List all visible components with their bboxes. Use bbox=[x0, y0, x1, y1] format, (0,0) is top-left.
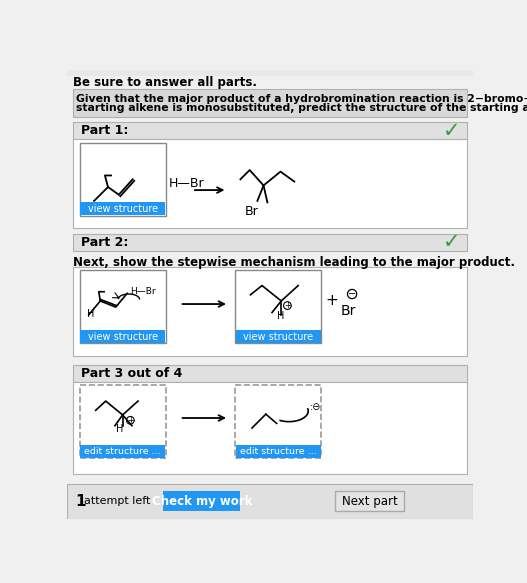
Text: Next, show the stepwise mechanism leading to the major product.: Next, show the stepwise mechanism leadin… bbox=[73, 257, 515, 269]
Text: +: + bbox=[284, 301, 291, 310]
Text: Check my work: Check my work bbox=[152, 494, 252, 508]
Text: H—Br: H—Br bbox=[169, 177, 204, 191]
Text: 1: 1 bbox=[75, 494, 85, 508]
Text: H: H bbox=[116, 424, 124, 434]
Bar bbox=[73, 139, 467, 228]
Text: Part 1:: Part 1: bbox=[81, 124, 129, 137]
Text: :⊖: :⊖ bbox=[310, 402, 321, 412]
Bar bbox=[73, 234, 467, 251]
Bar bbox=[67, 484, 473, 519]
Text: edit structure ...: edit structure ... bbox=[84, 447, 161, 456]
Text: Be sure to answer all parts.: Be sure to answer all parts. bbox=[73, 76, 257, 89]
Bar bbox=[73, 267, 467, 356]
Text: Br: Br bbox=[340, 304, 356, 318]
Text: Next part: Next part bbox=[342, 494, 398, 508]
Text: Given that the major product of a hydrobromination reaction is 2−bromo−2−methylb: Given that the major product of a hydrob… bbox=[76, 94, 527, 104]
Bar bbox=[73, 89, 467, 117]
Text: view structure: view structure bbox=[87, 332, 158, 342]
Bar bbox=[163, 491, 240, 511]
Bar bbox=[235, 270, 321, 343]
Text: Part 2:: Part 2: bbox=[81, 236, 129, 249]
Text: H—Br: H—Br bbox=[130, 287, 155, 296]
Bar bbox=[236, 330, 320, 343]
Bar bbox=[235, 385, 321, 458]
Bar bbox=[80, 385, 166, 458]
Bar bbox=[236, 445, 320, 458]
Bar bbox=[80, 445, 165, 458]
Text: +: + bbox=[326, 293, 338, 308]
Bar bbox=[73, 382, 467, 474]
Bar bbox=[80, 143, 166, 216]
Text: +: + bbox=[127, 416, 134, 425]
Text: view structure: view structure bbox=[243, 332, 313, 342]
Text: attempt left: attempt left bbox=[84, 496, 151, 506]
Text: Part 3 out of 4: Part 3 out of 4 bbox=[81, 367, 182, 380]
Bar bbox=[67, 70, 473, 76]
Bar bbox=[80, 330, 165, 343]
Text: ✓: ✓ bbox=[443, 233, 461, 252]
Bar bbox=[335, 491, 404, 511]
Bar bbox=[80, 202, 165, 216]
Text: H: H bbox=[87, 309, 94, 319]
Text: edit structure ...: edit structure ... bbox=[240, 447, 317, 456]
Bar bbox=[80, 270, 166, 343]
Text: view structure: view structure bbox=[87, 204, 158, 214]
Text: ✓: ✓ bbox=[443, 121, 461, 141]
Bar bbox=[73, 365, 467, 382]
Text: Br: Br bbox=[245, 205, 258, 219]
Bar bbox=[73, 122, 467, 139]
Text: H: H bbox=[277, 311, 285, 321]
Text: −: − bbox=[348, 289, 356, 299]
Text: starting alkene is monosubstituted, predict the structure of the starting alkene: starting alkene is monosubstituted, pred… bbox=[76, 103, 527, 113]
